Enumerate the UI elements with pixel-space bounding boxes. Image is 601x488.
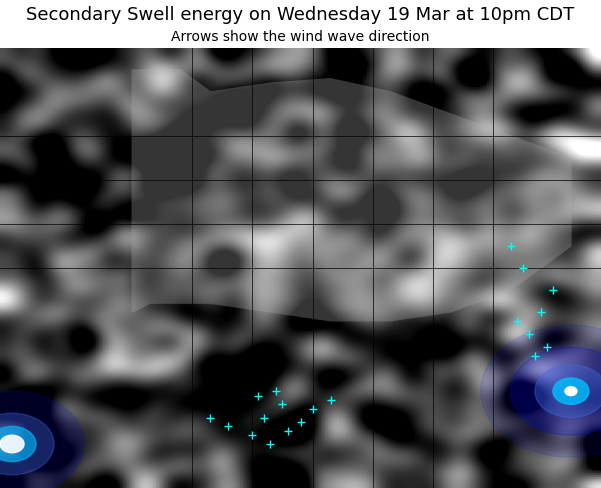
Point — [506, 243, 516, 250]
Point — [308, 405, 317, 413]
Circle shape — [535, 365, 601, 418]
Point — [512, 317, 522, 325]
Point — [530, 352, 540, 360]
Point — [272, 387, 281, 395]
Point — [524, 330, 534, 338]
Circle shape — [481, 325, 601, 457]
Point — [278, 401, 287, 408]
Point — [224, 423, 233, 430]
Circle shape — [0, 413, 54, 475]
Point — [254, 392, 263, 400]
Point — [284, 427, 293, 435]
Circle shape — [0, 427, 36, 462]
Point — [260, 414, 269, 422]
Polygon shape — [132, 71, 571, 321]
Text: Secondary Swell energy on Wednesday 19 Mar at 10pm CDT: Secondary Swell energy on Wednesday 19 M… — [26, 6, 575, 23]
Point — [518, 264, 528, 272]
Circle shape — [511, 347, 601, 435]
Text: Arrows show the wind wave direction: Arrows show the wind wave direction — [171, 30, 430, 43]
Point — [206, 414, 215, 422]
Point — [266, 440, 275, 448]
Circle shape — [0, 435, 24, 453]
Point — [326, 396, 335, 404]
Point — [536, 308, 546, 316]
Point — [542, 344, 552, 351]
Circle shape — [553, 378, 589, 405]
Circle shape — [0, 391, 84, 488]
Circle shape — [565, 387, 577, 396]
Point — [548, 286, 558, 294]
Point — [296, 418, 305, 426]
Point — [248, 431, 257, 439]
